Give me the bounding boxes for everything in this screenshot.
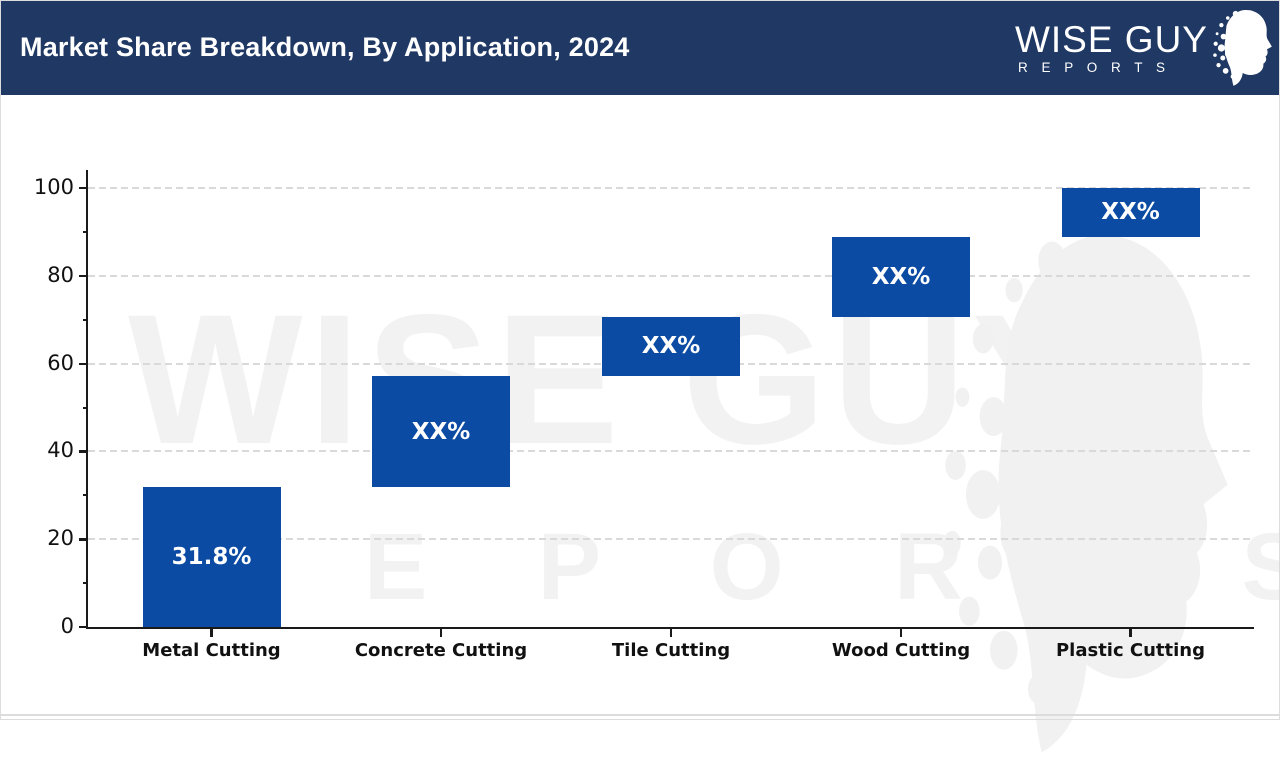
y-axis-tick-label-80: 80 [47,262,74,287]
bar-tile-cutting: XX% [602,316,740,376]
y-axis-tick-40 [79,450,88,453]
bar-plastic-cutting: XX% [1061,188,1200,237]
y-axis-minor-tick-50 [83,406,88,409]
header-bar: Market Share Breakdown, By Application, … [0,0,1280,95]
y-axis-tick-label-60: 60 [47,350,74,375]
gridline-100 [88,187,1254,189]
y-axis-tick-60 [79,362,88,365]
x-axis-tick-2 [439,629,443,637]
y-axis-tick-0 [79,626,88,629]
y-axis-minor-tick-70 [83,318,88,321]
bar-value-label: 31.8% [171,544,252,571]
x-category-label-4: Wood Cutting [831,640,971,661]
brand-subname: R E P O R T S [1017,59,1171,75]
bar-value-label: XX% [871,263,931,290]
gridline-20 [88,538,1254,541]
gridline-80 [88,274,1254,277]
bar-metal-cutting: 31.8% [142,487,281,627]
chart-title: Market Share Breakdown, By Application, … [20,32,630,62]
x-category-label-3: Tile Cutting [611,640,731,661]
bar-value-label: XX% [1101,199,1160,226]
x-category-label-5: Plastic Cutting [1055,640,1206,661]
waterfall-chart: 0 20 40 60 80 100 31.8% XX% XX% XX% XX% Metal Cutti… [33,170,1254,661]
y-axis-minor-tick-10 [83,582,88,585]
y-axis-minor-tick-30 [83,494,88,497]
bar-concrete-cutting: XX% [372,375,510,488]
brand-name: WISE GUY [1014,18,1208,60]
y-axis-tick-label-0: 0 [60,614,74,638]
x-axis-tick-3 [669,629,673,637]
x-axis-tick-5 [1129,629,1132,637]
y-axis-line [85,170,88,630]
footer-divider [0,714,1280,716]
y-axis-tick-label-20: 20 [47,526,74,551]
y-axis-tick-80 [79,274,88,278]
y-axis-tick-100 [79,187,88,190]
logo-face-icon [1213,9,1272,86]
y-axis-tick-label-40: 40 [47,438,74,463]
bar-wood-cutting: XX% [832,236,970,317]
gridline-40 [88,450,1254,453]
x-category-label-2: Concrete Cutting [354,640,528,661]
x-category-label-1: Metal Cutting [142,640,281,661]
bar-value-label: XX% [411,418,471,445]
brand-logo-text: WISE GUY R E P O R T S [1015,21,1208,75]
watermark-face-icon [943,235,1228,753]
x-axis-tick-1 [210,629,213,637]
y-axis-tick-label-100: 100 [33,175,74,199]
x-axis-line [85,627,1254,630]
x-axis-tick-4 [899,629,903,637]
y-axis-tick-20 [79,538,88,541]
y-axis-minor-tick-90 [83,230,88,233]
bar-value-label: XX% [641,333,701,360]
brand-logo: WISE GUY R E P O R T S [1015,0,1274,95]
